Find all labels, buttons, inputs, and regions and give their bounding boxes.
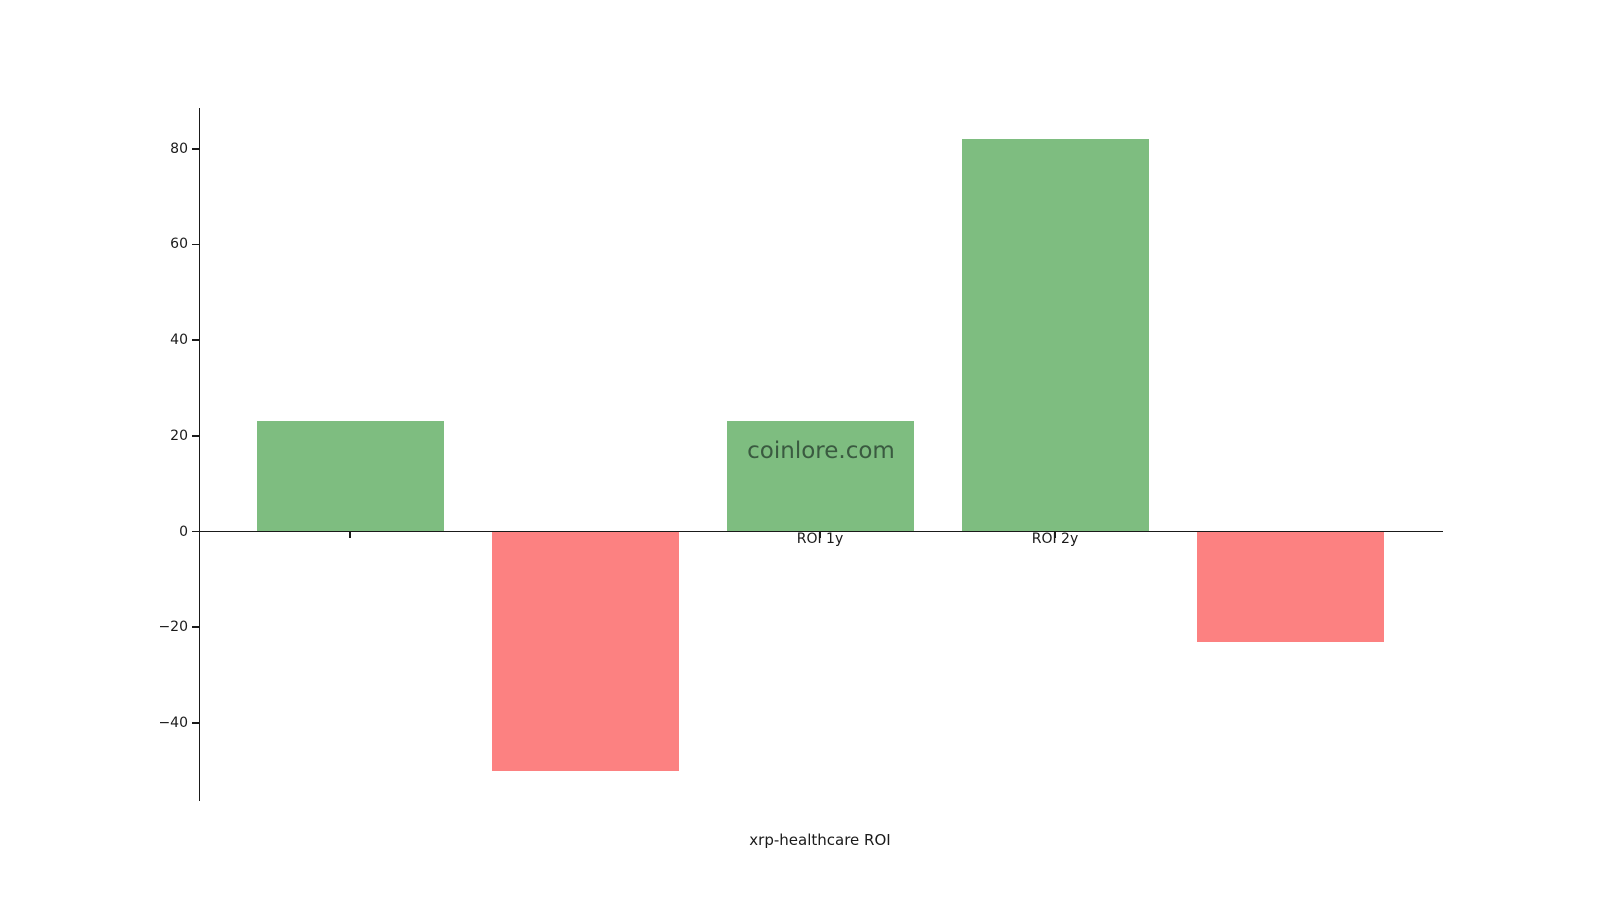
y-tick — [192, 722, 199, 724]
y-tick — [192, 530, 199, 533]
x-axis-spine — [198, 530, 1443, 533]
y-tick — [192, 339, 199, 341]
y-tick-label: 80 — [170, 140, 188, 157]
y-tick-label: 0 — [179, 523, 188, 540]
x-tick — [819, 531, 821, 538]
x-tick — [349, 531, 351, 538]
y-tick-label: 40 — [170, 332, 188, 349]
y-tick — [192, 626, 199, 628]
bar-roi-1y — [726, 421, 914, 532]
y-axis-spine — [198, 108, 201, 801]
y-tick — [192, 243, 199, 246]
x-axis-title: xrp-healthcare ROI — [749, 831, 891, 849]
bar-category-5 — [1196, 531, 1384, 642]
bar-category-2 — [491, 531, 679, 771]
x-tick-label: ROI 2y — [1031, 531, 1079, 547]
y-tick-label: 60 — [170, 236, 188, 253]
y-tick-label: −40 — [158, 714, 188, 731]
watermark-text: coinlore.com — [747, 438, 895, 464]
y-tick — [192, 435, 199, 437]
bar-category-1 — [256, 421, 444, 532]
x-tick — [1054, 531, 1056, 538]
bar-roi-2y — [961, 139, 1149, 532]
y-tick-label: −20 — [158, 619, 188, 636]
y-tick-label: 20 — [170, 427, 188, 444]
y-tick — [192, 147, 199, 150]
x-tick-label: ROI 1y — [796, 531, 844, 547]
